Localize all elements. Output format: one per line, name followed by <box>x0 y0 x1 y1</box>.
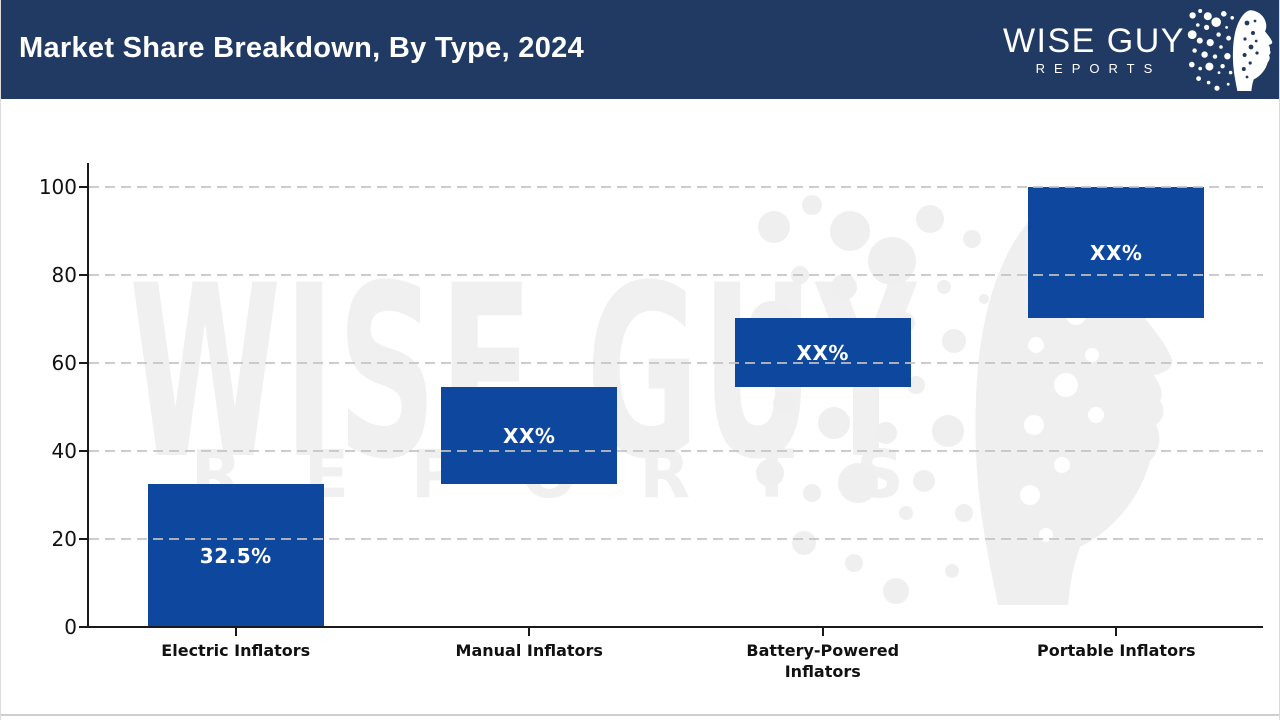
bar <box>147 484 324 627</box>
brand-subname: REPORTS <box>1035 61 1162 76</box>
y-tick-label: 0 <box>64 615 77 639</box>
x-axis-line <box>87 626 1263 628</box>
header-bar: Market Share Breakdown, By Type, 2024 WI… <box>1 0 1279 99</box>
y-tick-mark <box>79 538 87 540</box>
y-gridline <box>89 274 1263 276</box>
y-axis-line <box>87 163 89 628</box>
x-tick-mark <box>1115 628 1118 636</box>
y-gridline <box>89 186 1263 188</box>
bar-value-label: XX% <box>796 340 849 365</box>
y-tick-label: 60 <box>51 351 77 375</box>
bar-value-label: 32.5% <box>199 543 272 568</box>
footer-divider <box>1 714 1279 716</box>
y-tick-mark <box>79 626 87 628</box>
brand-logo-text: WISE GUY REPORTS <box>1003 24 1185 75</box>
brand-logo: WISE GUY REPORTS <box>1003 5 1279 95</box>
bar <box>441 387 618 484</box>
brand-name: WISE GUY <box>1002 22 1185 60</box>
chart-title: Market Share Breakdown, By Type, 2024 <box>19 32 585 64</box>
y-tick-label: 20 <box>51 527 77 551</box>
x-tick-mark <box>234 628 237 636</box>
y-tick-mark <box>79 450 87 452</box>
bar-value-label: XX% <box>1090 240 1143 265</box>
bar-value-label: XX% <box>503 423 556 448</box>
y-tick-label: 100 <box>38 175 77 199</box>
y-tick-mark <box>79 362 87 364</box>
y-tick-mark <box>79 274 87 276</box>
category-label: Battery-Powered Inflators <box>746 641 900 681</box>
y-tick-mark <box>79 186 87 188</box>
y-gridline <box>89 450 1263 452</box>
category-label: Manual Inflators <box>455 641 603 660</box>
y-gridline <box>89 362 1263 364</box>
y-tick-label: 40 <box>51 439 77 463</box>
category-label: Portable Inflators <box>1037 641 1196 660</box>
bar <box>1028 187 1205 319</box>
brand-face-logo-icon <box>1187 8 1273 91</box>
y-tick-label: 80 <box>51 263 77 287</box>
y-gridline <box>89 538 1263 540</box>
category-label: Electric Inflators <box>161 641 311 660</box>
x-tick-mark <box>821 628 824 636</box>
x-tick-mark <box>528 628 531 636</box>
bar <box>734 318 911 388</box>
